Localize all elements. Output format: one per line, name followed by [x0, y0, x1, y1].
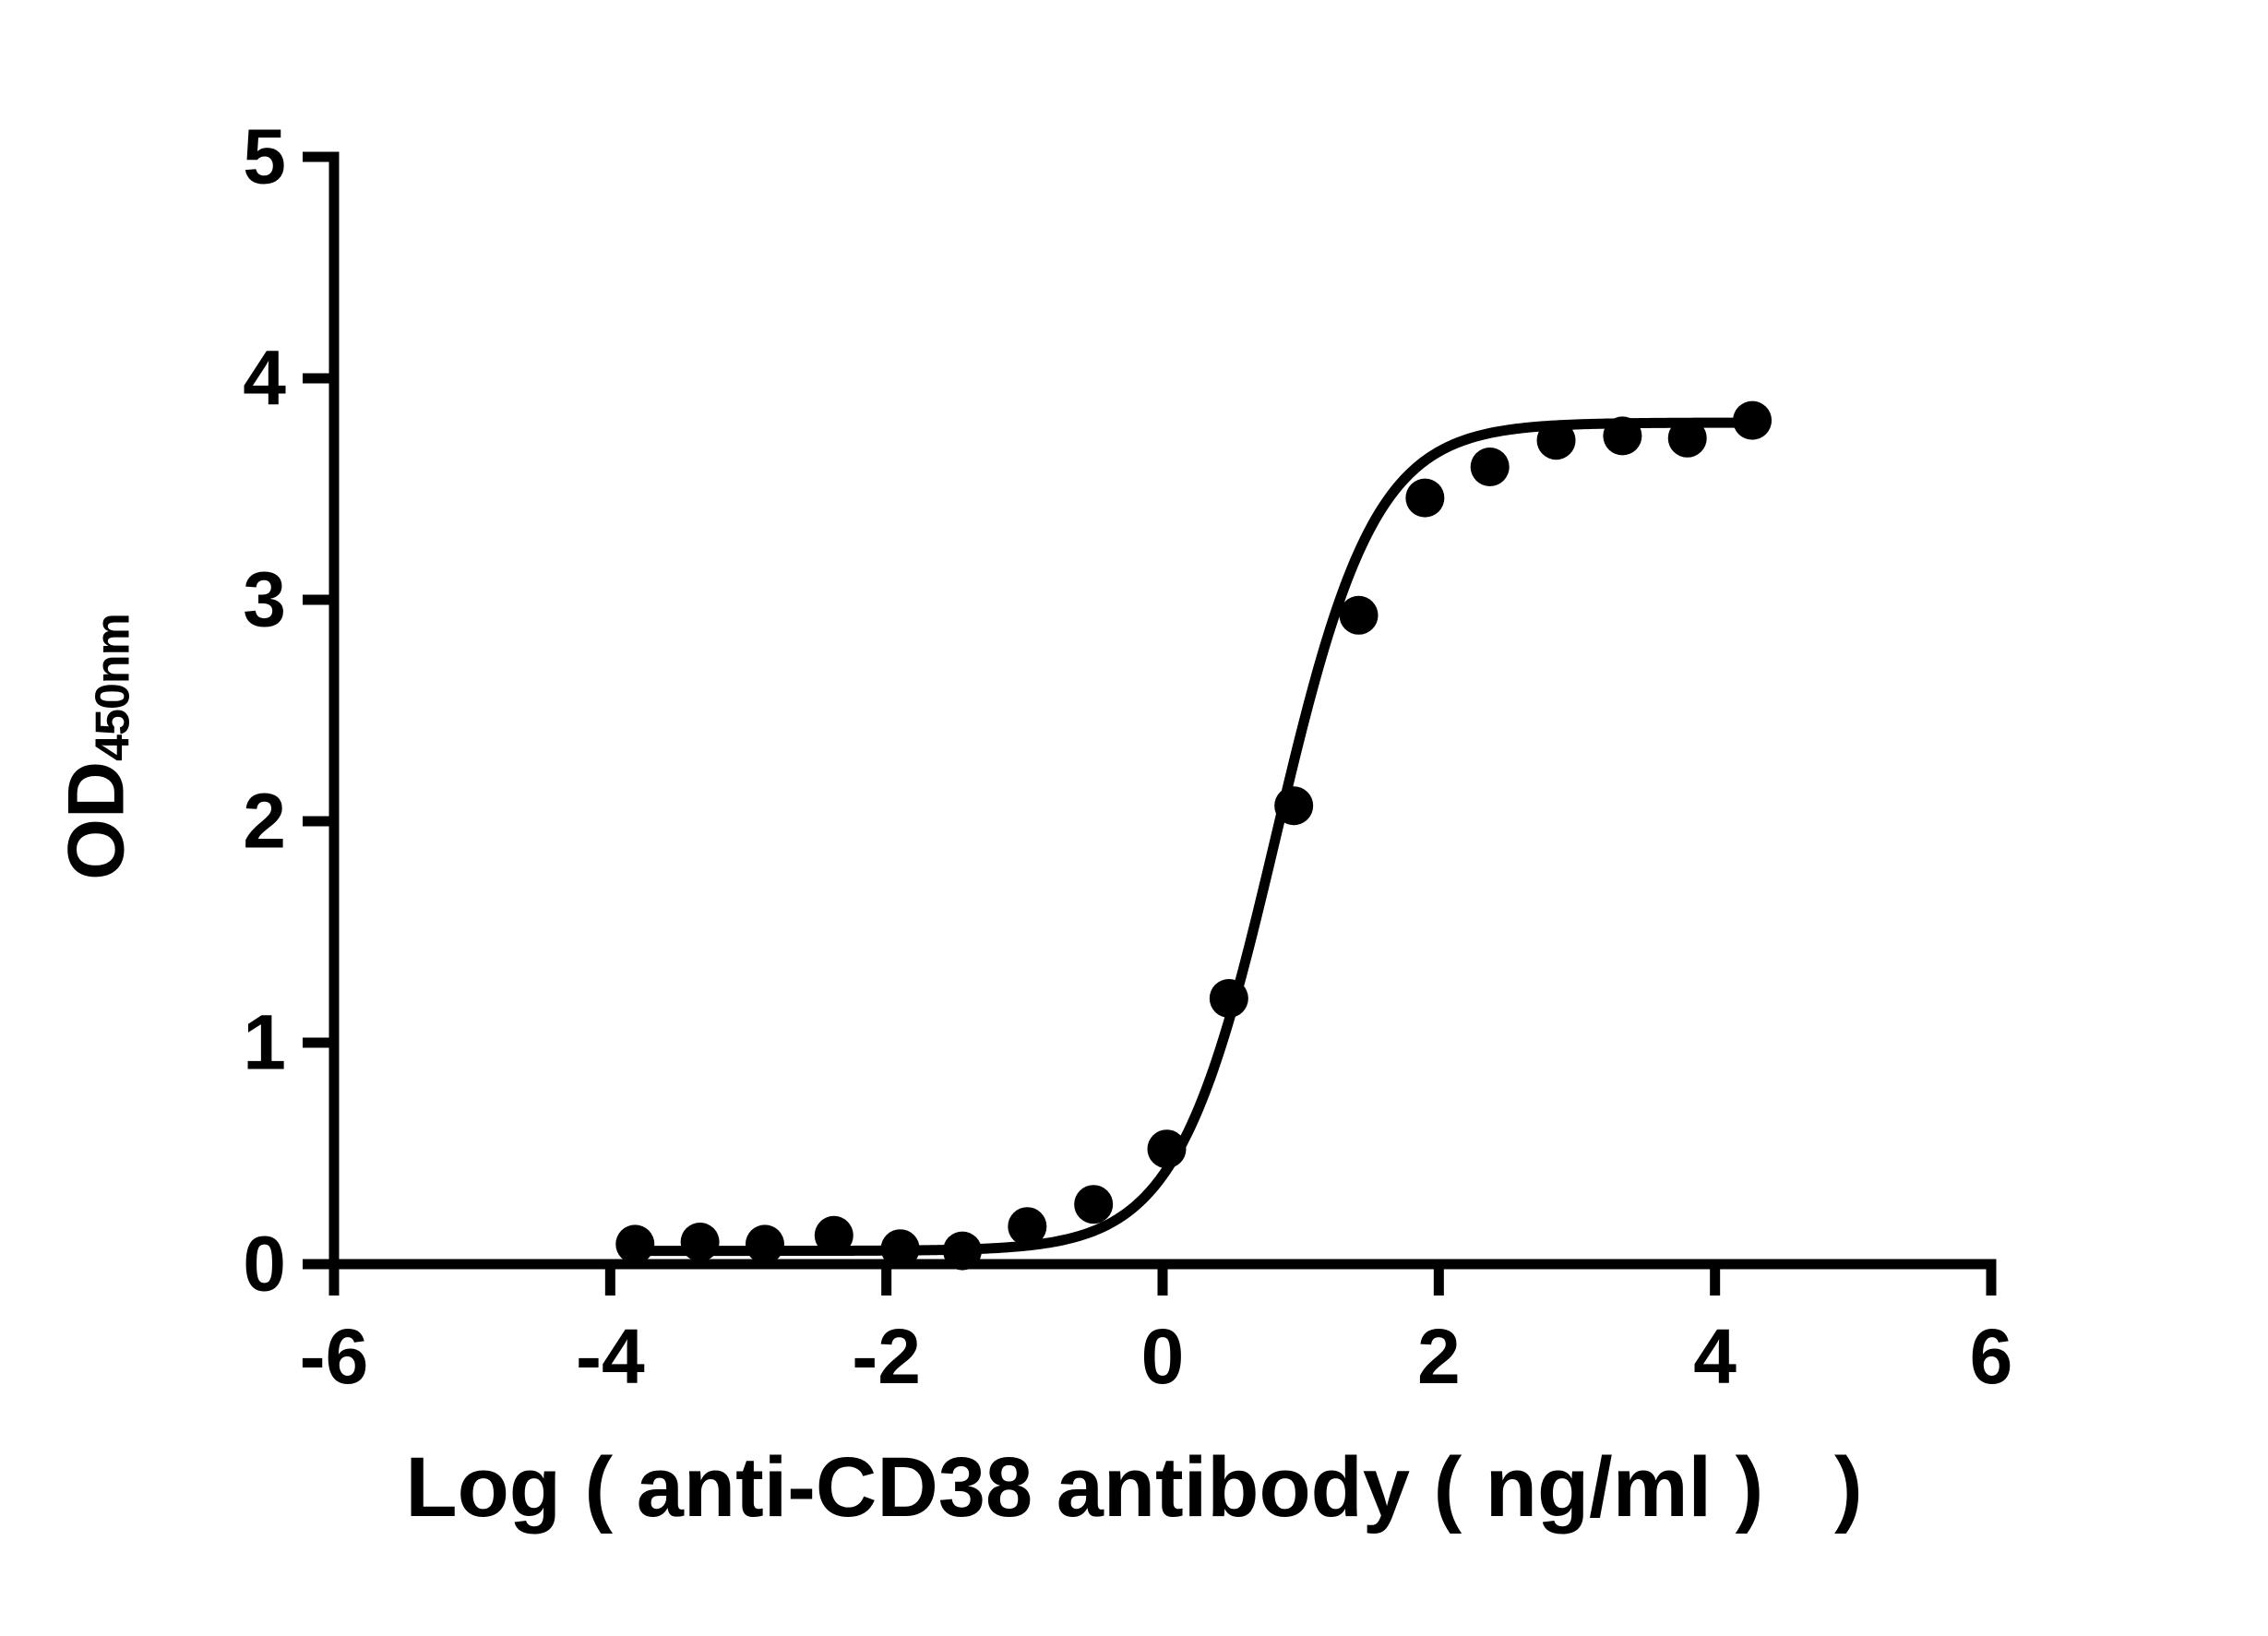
data-point-12	[1405, 478, 1445, 518]
data-point-11	[1339, 595, 1379, 635]
data-point-5	[942, 1231, 982, 1271]
data-point-2	[745, 1224, 784, 1264]
data-point-0	[615, 1224, 655, 1264]
data-point-13	[1470, 448, 1510, 486]
data-point-4	[880, 1229, 920, 1269]
data-point-8	[1147, 1129, 1187, 1169]
data-point-3	[814, 1215, 853, 1255]
data-point-10	[1274, 786, 1314, 826]
fit-curve-group	[629, 417, 1758, 1257]
data-point-6	[1008, 1207, 1047, 1247]
data-point-17	[1733, 400, 1773, 440]
data-point-9	[1209, 979, 1248, 1018]
data-point-15	[1603, 416, 1642, 456]
data-point-16	[1667, 418, 1707, 458]
fit-curve	[629, 417, 1758, 1257]
data-point-14	[1536, 421, 1576, 460]
data-point-7	[1074, 1185, 1114, 1224]
data-point-1	[680, 1223, 720, 1261]
axes-group	[303, 151, 1997, 1296]
data-points-group	[615, 400, 1773, 1271]
